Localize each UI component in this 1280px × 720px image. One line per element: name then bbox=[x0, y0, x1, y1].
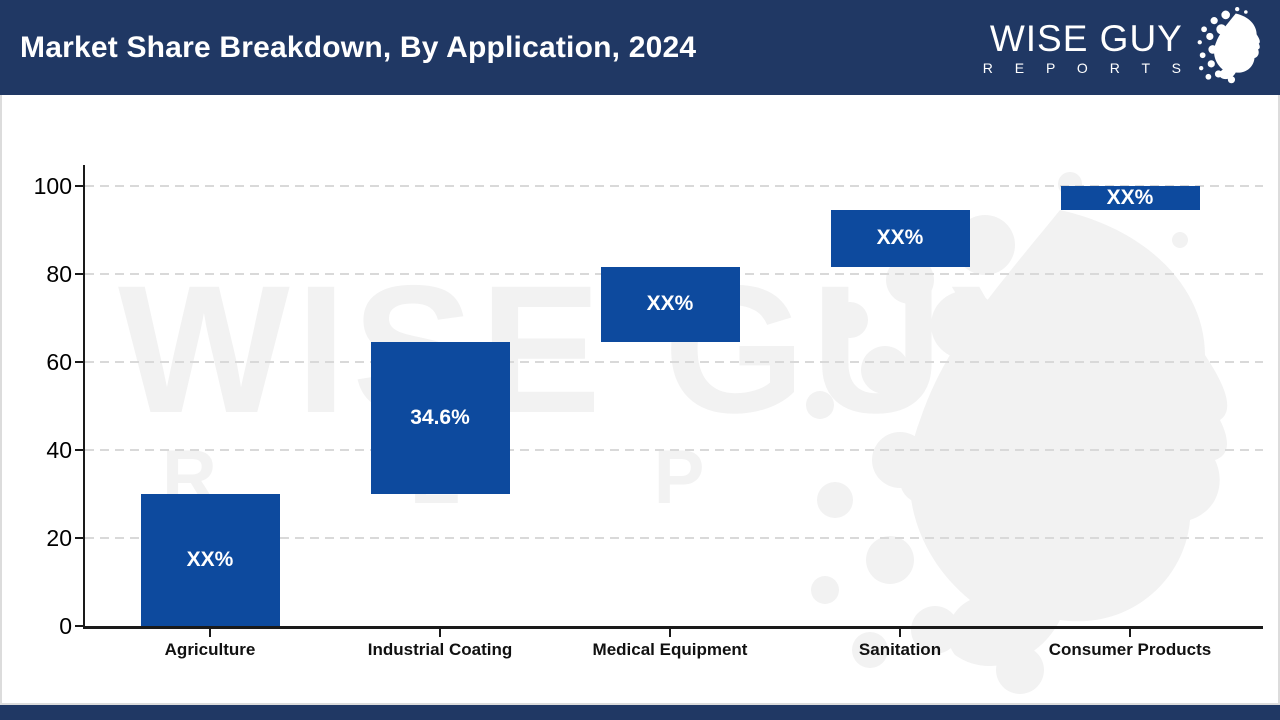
x-tick-label-2: Medical Equipment bbox=[592, 640, 748, 659]
gridline-20 bbox=[85, 537, 1263, 539]
y-tick-label-40: 40 bbox=[46, 437, 72, 463]
bar-medical-equipment: XX% bbox=[600, 266, 740, 342]
x-tick-label-1: Industrial Coating bbox=[367, 640, 513, 659]
footer-bar bbox=[0, 705, 1280, 720]
bar-value-label: XX% bbox=[186, 548, 234, 571]
y-tick-60 bbox=[75, 361, 83, 363]
page-title: Market Share Breakdown, By Application, … bbox=[20, 30, 697, 64]
x-tick-1 bbox=[439, 629, 441, 637]
gridline-40 bbox=[85, 449, 1263, 451]
x-tick-0 bbox=[209, 629, 211, 637]
watermark-face-icon bbox=[806, 172, 1228, 694]
bar-consumer-products: XX% bbox=[1060, 185, 1200, 210]
header-bar: Market Share Breakdown, By Application, … bbox=[0, 0, 1280, 95]
y-tick-label-0: 0 bbox=[59, 613, 72, 639]
bar-value-label: 34.6% bbox=[410, 405, 470, 429]
logo-face-icon bbox=[1197, 6, 1260, 83]
bar-value-label: XX% bbox=[646, 292, 694, 316]
bar-agriculture: XX% bbox=[140, 494, 280, 626]
gridline-60 bbox=[85, 361, 1263, 363]
bar-value-label: XX% bbox=[1106, 185, 1154, 209]
wise-guy-logo: WISE GUY R E P O R T S bbox=[983, 6, 1266, 89]
y-tick-100 bbox=[75, 185, 83, 187]
bar-industrial-coating: 34.6% bbox=[370, 341, 510, 494]
y-tick-80 bbox=[75, 273, 83, 275]
x-tick-label-3: Sanitation bbox=[858, 640, 942, 659]
bar-sanitation: XX% bbox=[830, 209, 970, 267]
y-tick-40 bbox=[75, 449, 83, 451]
y-tick-label-80: 80 bbox=[46, 261, 72, 287]
y-tick-label-60: 60 bbox=[46, 349, 72, 375]
x-tick-label-4: Consumer Products bbox=[1048, 640, 1212, 659]
y-tick-label-100: 100 bbox=[33, 173, 72, 199]
bar-value-label: XX% bbox=[876, 226, 924, 250]
x-tick-2 bbox=[669, 629, 671, 637]
y-tick-label-20: 20 bbox=[46, 525, 72, 551]
x-tick-4 bbox=[1129, 629, 1131, 637]
x-tick-3 bbox=[899, 629, 901, 637]
y-tick-20 bbox=[75, 537, 83, 539]
y-axis bbox=[83, 165, 85, 629]
x-axis bbox=[83, 626, 1263, 629]
gridline-100 bbox=[85, 185, 1263, 187]
x-tick-label-0: Agriculture bbox=[164, 640, 256, 659]
logo-text: WISE GUY R E P O R T S bbox=[983, 20, 1190, 75]
y-tick-0 bbox=[75, 625, 83, 627]
logo-subtitle: R E P O R T S bbox=[982, 60, 1190, 76]
logo-wordmark: WISE GUY bbox=[989, 18, 1183, 59]
